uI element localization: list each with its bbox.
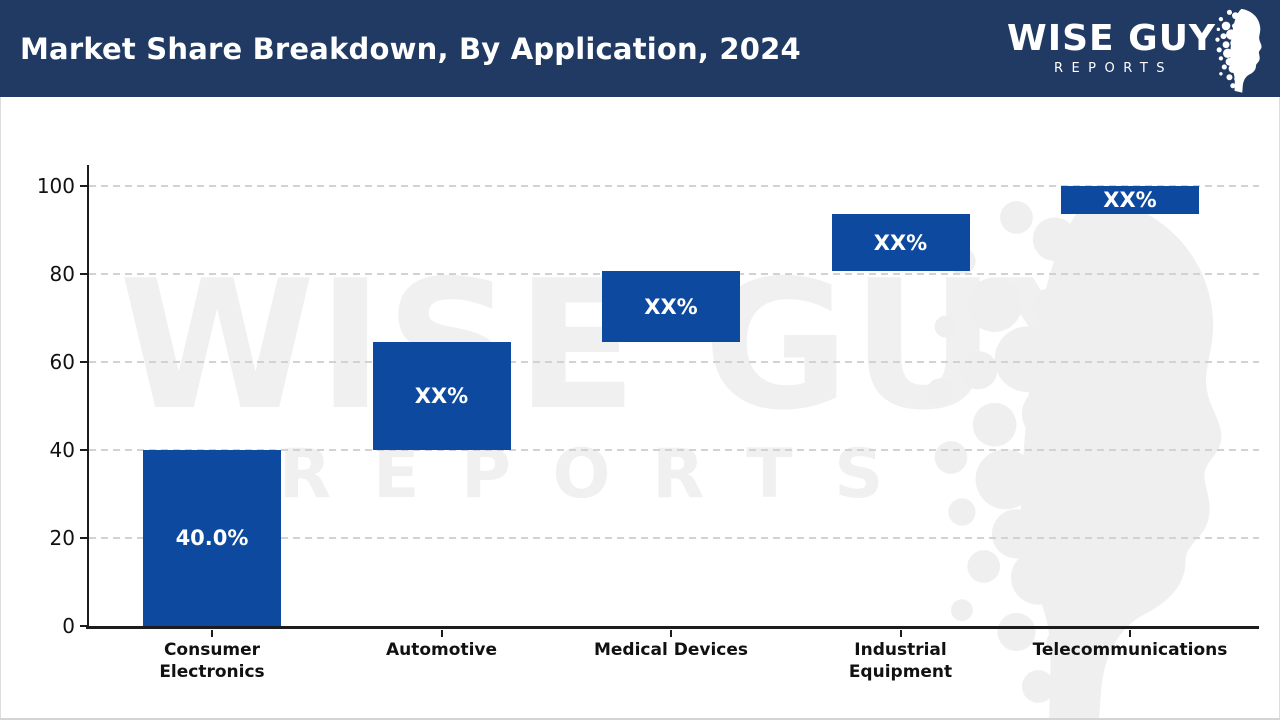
watermark-face-icon xyxy=(906,152,1236,718)
x-tick xyxy=(211,630,213,637)
bar-value-label: XX% xyxy=(644,294,698,319)
bar: XX% xyxy=(1061,186,1199,215)
page-title: Market Share Breakdown, By Application, … xyxy=(20,31,801,66)
gridline xyxy=(89,449,1259,451)
y-tick-label: 20 xyxy=(49,526,75,550)
y-tick-label: 100 xyxy=(36,174,75,198)
brand-logo: WISE GUY REPORTS xyxy=(1007,0,1266,97)
x-category-label: Consumer Electronics xyxy=(159,640,265,683)
bar: XX% xyxy=(831,214,970,271)
x-tick xyxy=(440,630,443,637)
dotted-face-profile-icon xyxy=(1210,2,1266,96)
y-tick-label: 80 xyxy=(49,262,75,286)
y-tick-label: 0 xyxy=(62,614,75,638)
gridline xyxy=(89,361,1259,363)
x-tick xyxy=(1129,630,1131,637)
y-tick-label: 60 xyxy=(49,350,75,374)
y-tick xyxy=(80,361,88,363)
bar-value-label: XX% xyxy=(414,384,469,409)
y-axis-line xyxy=(87,165,89,629)
brand-logo-text: WISE GUY REPORTS xyxy=(1006,18,1216,77)
header: Market Share Breakdown, By Application, … xyxy=(0,0,1280,97)
bar: XX% xyxy=(602,270,740,343)
x-category-label: Medical Devices xyxy=(593,640,748,660)
y-tick xyxy=(80,537,88,539)
bar-value-label: XX% xyxy=(1103,188,1157,213)
bar-value-label: 40.0% xyxy=(175,526,249,550)
x-category-label: Industrial Equipment xyxy=(848,640,953,683)
x-axis-line xyxy=(86,626,1259,629)
gridline xyxy=(89,185,1259,187)
gridline xyxy=(89,537,1259,539)
x-category-label: Telecommunications xyxy=(1032,640,1228,660)
y-tick-label: 40 xyxy=(49,438,75,462)
bar: XX% xyxy=(372,342,511,450)
brand-name: WISE GUY xyxy=(1006,18,1216,59)
y-tick xyxy=(80,185,88,187)
x-category-label: Automotive xyxy=(385,640,498,660)
bar-value-label: XX% xyxy=(873,230,928,255)
y-tick xyxy=(80,273,88,275)
x-tick xyxy=(899,630,902,637)
y-tick xyxy=(80,625,88,627)
brand-subtitle: REPORTS xyxy=(1053,61,1174,76)
bar: 40.0% xyxy=(143,450,281,626)
watermark-subtitle: R E P O R T S xyxy=(279,435,893,514)
x-tick xyxy=(670,630,672,637)
y-tick xyxy=(80,449,88,451)
chart-area: WISE GUY R E P O R T S 0 20 40 60 80 100 40.0%… xyxy=(0,97,1280,720)
